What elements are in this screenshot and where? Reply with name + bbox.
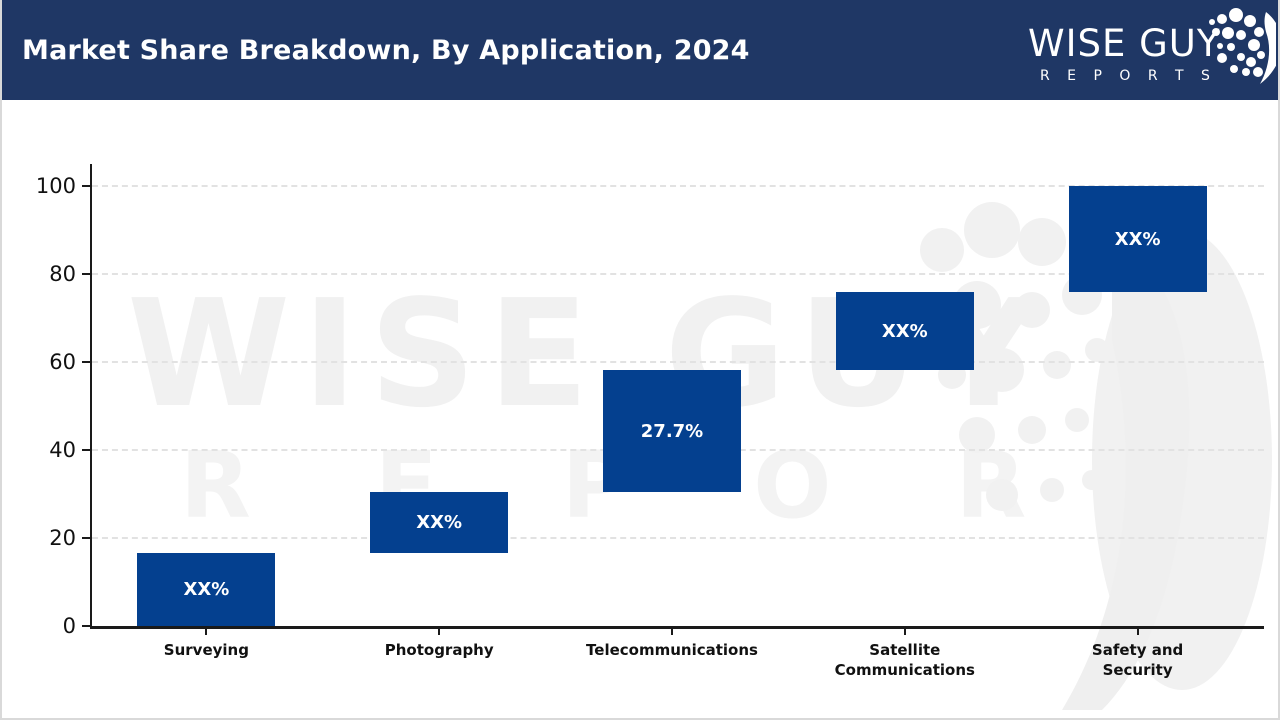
x-tick-mark — [903, 628, 906, 635]
x-axis-line — [90, 626, 1264, 629]
watermark-face-icon — [911, 202, 1272, 710]
y-tick-mark — [82, 449, 90, 451]
y-tick-mark — [82, 273, 90, 275]
y-tick-label: 60 — [49, 350, 76, 374]
bar-value-label: 27.7% — [640, 420, 704, 442]
bar-value-label: XX% — [881, 320, 928, 342]
bar-segment: XX% — [1068, 186, 1207, 293]
category-label: Satellite Communications — [834, 641, 975, 679]
x-tick-mark — [1136, 628, 1139, 635]
bar-segment: XX% — [835, 292, 974, 371]
page-title: Market Share Breakdown, By Application, … — [22, 34, 750, 66]
y-axis-line — [90, 164, 92, 628]
wise-guy-logo: WISE GUY R E P O R T S — [1026, 6, 1278, 94]
category-label: Safety and Security — [1091, 641, 1184, 679]
y-tick-label: 0 — [62, 614, 76, 638]
y-tick-mark — [82, 361, 90, 363]
y-tick-label: 80 — [49, 262, 76, 286]
bar-segment: XX% — [370, 492, 509, 553]
y-tick-mark — [82, 537, 90, 539]
x-tick-mark — [205, 628, 208, 635]
category-label: Telecommunications — [586, 641, 758, 659]
wise-guy-logo-graphic: WISE GUY R E P O R T S — [1028, 8, 1278, 84]
logo-wordmark: WISE GUY — [1028, 22, 1220, 65]
y-gridline — [92, 537, 1264, 539]
bar-value-label: XX% — [416, 511, 463, 533]
header-bar: Market Share Breakdown, By Application, … — [2, 0, 1278, 100]
x-tick-mark — [671, 628, 673, 635]
logo-subtext: R E P O R T S — [1040, 68, 1216, 84]
y-gridline — [92, 361, 1264, 363]
y-tick-label: 20 — [49, 526, 76, 550]
y-gridline — [92, 273, 1264, 275]
category-label: Photography — [384, 641, 494, 659]
bar-segment: 27.7% — [603, 370, 741, 493]
y-gridline — [92, 185, 1264, 187]
y-tick-mark — [82, 185, 90, 187]
y-tick-label: 100 — [35, 174, 76, 198]
y-tick-mark — [82, 625, 90, 627]
bar-segment: XX% — [137, 552, 276, 626]
category-label: Surveying — [163, 641, 249, 659]
logo-dotted-face-icon — [1209, 8, 1278, 84]
y-tick-label: 40 — [49, 438, 76, 462]
x-tick-mark — [438, 628, 441, 635]
bar-value-label: XX% — [183, 578, 230, 600]
bar-value-label: XX% — [1114, 228, 1161, 250]
